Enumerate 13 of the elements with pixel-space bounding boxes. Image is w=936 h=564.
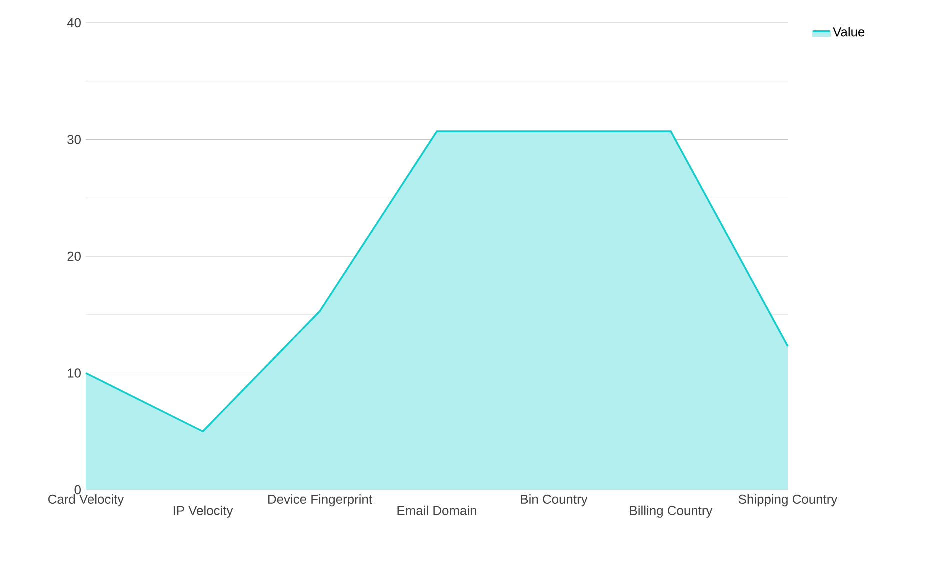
legend-label: Value <box>833 27 865 37</box>
x-tick-label: Email Domain <box>398 506 476 516</box>
x-tick-label: Billing Country <box>630 506 713 518</box>
y-tick-label: 20 <box>68 252 81 262</box>
y-tick-label: 30 <box>68 135 81 144</box>
x-tick-label: Device Fingerprint <box>268 494 372 507</box>
y-tick-label: 10 <box>68 368 81 378</box>
x-tick-label: IP Velocity <box>174 506 234 518</box>
x-tick-label: Card Velocity <box>48 494 124 507</box>
y-tick-label: 0 <box>74 485 81 495</box>
y-tick-label: 40 <box>67 18 81 28</box>
x-tick-label: Shipping Country <box>738 494 838 507</box>
x-tick-label: Bin Country <box>521 494 588 507</box>
